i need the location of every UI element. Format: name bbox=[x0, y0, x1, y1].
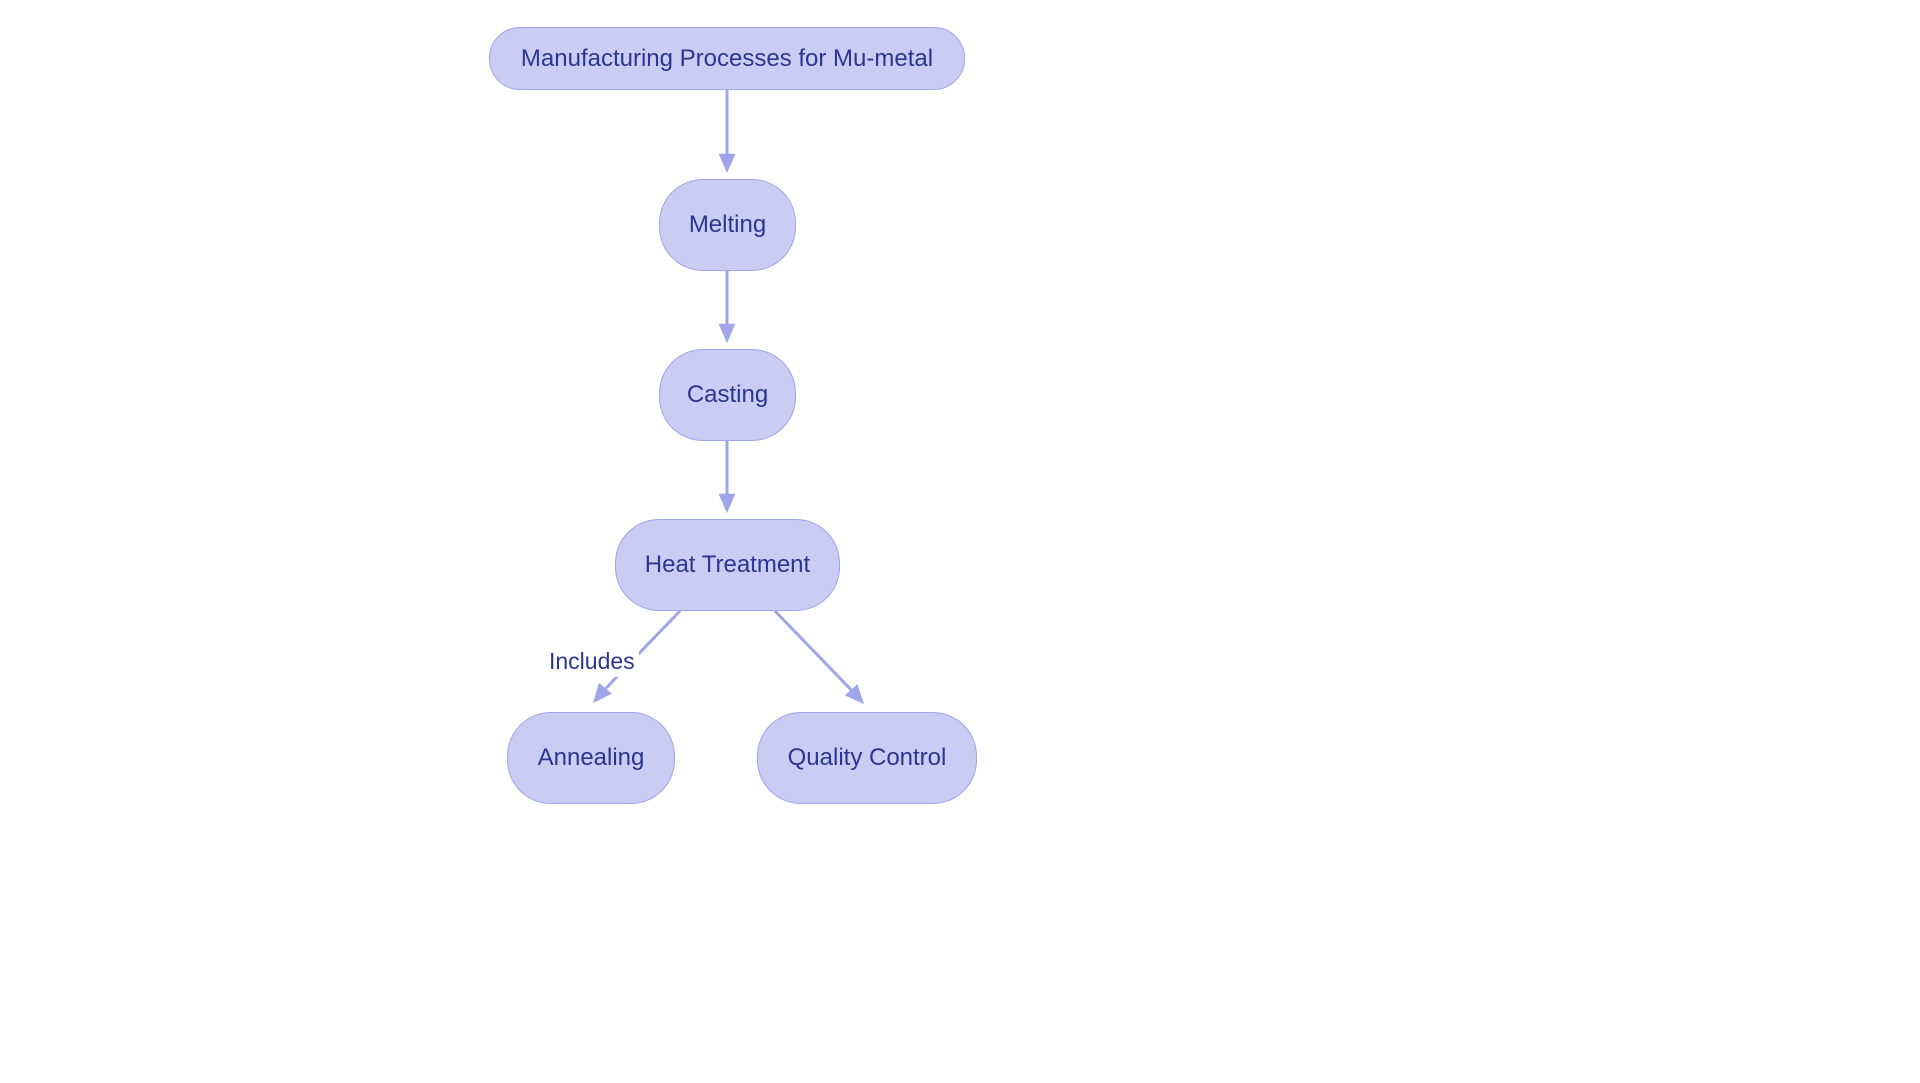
node-label: Annealing bbox=[538, 744, 645, 772]
node-label: Melting bbox=[689, 211, 766, 239]
node-label: Casting bbox=[687, 381, 768, 409]
node-anneal: Annealing bbox=[507, 712, 675, 804]
node-label: Manufacturing Processes for Mu-metal bbox=[521, 45, 933, 73]
arrowhead bbox=[719, 494, 736, 513]
edge-label-heat-anneal: Includes bbox=[545, 646, 639, 677]
edges-layer bbox=[0, 0, 1920, 1083]
edge-heat-qc bbox=[775, 611, 859, 698]
arrowhead bbox=[719, 324, 736, 343]
node-label: Heat Treatment bbox=[645, 551, 810, 579]
node-casting: Casting bbox=[659, 349, 796, 441]
node-heat: Heat Treatment bbox=[615, 519, 840, 611]
arrowhead bbox=[845, 684, 870, 710]
arrowhead bbox=[587, 683, 612, 709]
node-label: Quality Control bbox=[788, 744, 947, 772]
node-qc: Quality Control bbox=[757, 712, 977, 804]
arrowhead bbox=[719, 154, 736, 173]
node-melting: Melting bbox=[659, 179, 796, 271]
node-root: Manufacturing Processes for Mu-metal bbox=[489, 27, 965, 90]
